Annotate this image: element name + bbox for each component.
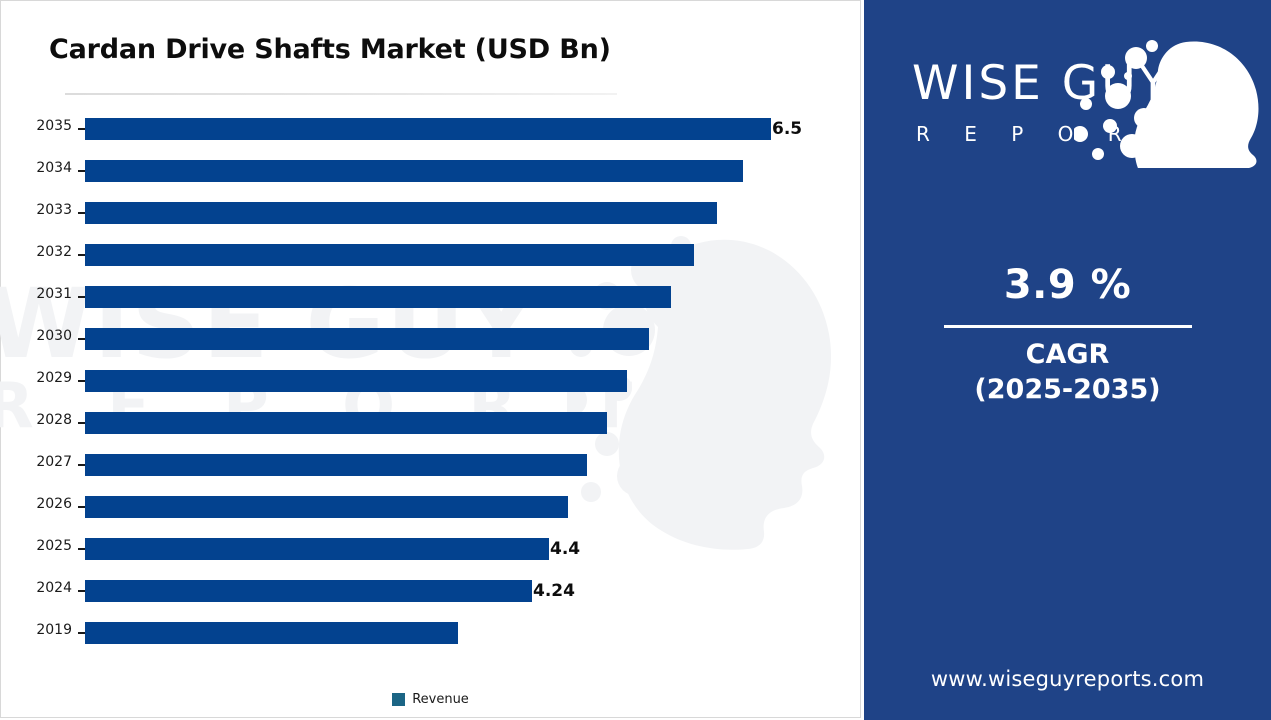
brand-logo: WISE GUY R E P O R T S	[874, 40, 1264, 168]
bar-row: 2032	[0, 244, 861, 266]
website-url: www.wiseguyreports.com	[930, 667, 1205, 691]
y-axis-tick-label: 2025	[36, 538, 72, 554]
bar-2026[interactable]	[85, 496, 568, 518]
y-axis-tick-label: 2028	[36, 412, 72, 428]
y-axis-tick-label: 2027	[36, 454, 72, 470]
bar-value-label: 6.5	[772, 119, 803, 139]
y-axis-tick-label: 2032	[36, 244, 72, 260]
y-axis-tick-mark	[78, 296, 85, 298]
bar-row: 2031	[0, 286, 861, 308]
y-axis-tick-label: 2034	[36, 160, 72, 176]
logo-text-primary: WISE GUY	[912, 56, 1171, 111]
bar-row: 2027	[0, 454, 861, 476]
y-axis-tick-mark	[78, 464, 85, 466]
bar-2034[interactable]	[85, 160, 743, 182]
chart-legend: Revenue	[0, 692, 861, 707]
plot-area: 2035 6.5 2034 2033 2032 2031 2030 2029 2028 2027 2…	[0, 118, 861, 644]
legend-swatch-revenue	[392, 693, 406, 706]
bar-2035[interactable]	[85, 118, 771, 140]
bar-row: 2025 4.4	[0, 538, 861, 560]
y-axis-tick-label: 2033	[36, 202, 72, 218]
bar-2024[interactable]	[85, 580, 532, 602]
legend-label-revenue: Revenue	[412, 692, 469, 707]
cagr-label: CAGR (2025-2035)	[864, 338, 1271, 407]
y-axis-tick-mark	[78, 212, 85, 214]
y-axis-tick-mark	[78, 590, 85, 592]
y-axis-tick-label: 2030	[36, 328, 72, 344]
bar-2027[interactable]	[85, 454, 587, 476]
y-axis-tick-mark	[78, 422, 85, 424]
bar-2028[interactable]	[85, 412, 607, 434]
bar-value-label: 4.4	[550, 539, 581, 559]
title-divider	[65, 93, 617, 95]
bar-2019[interactable]	[85, 622, 458, 644]
cagr-divider	[944, 325, 1192, 328]
bar-2030[interactable]	[85, 328, 649, 350]
bar-2031[interactable]	[85, 286, 671, 308]
y-axis-tick-label: 2026	[36, 496, 72, 512]
bar-2033[interactable]	[85, 202, 717, 224]
bar-row: 2035 6.5	[0, 118, 861, 140]
bar-row: 2034	[0, 160, 861, 182]
y-axis-tick-mark	[78, 170, 85, 172]
bar-row: 2030	[0, 328, 861, 350]
bar-row: 2026	[0, 496, 861, 518]
bar-2029[interactable]	[85, 370, 627, 392]
y-axis-tick-mark	[78, 548, 85, 550]
bar-2025[interactable]	[85, 538, 549, 560]
y-axis-tick-label: 2019	[36, 622, 72, 638]
y-axis-tick-mark	[78, 632, 85, 634]
y-axis-tick-mark	[78, 506, 85, 508]
y-axis-tick-mark	[78, 380, 85, 382]
bar-value-label: 4.24	[533, 581, 575, 601]
y-axis-tick-label: 2029	[36, 370, 72, 386]
cagr-label-line2: (2025-2035)	[974, 373, 1161, 405]
y-axis-tick-mark	[78, 128, 85, 130]
bar-row: 2028	[0, 412, 861, 434]
bar-row: 2019	[0, 622, 861, 644]
bar-row: 2033	[0, 202, 861, 224]
y-axis-tick-mark	[78, 338, 85, 340]
bar-row: 2024 4.24	[0, 580, 861, 602]
y-axis-tick-label: 2031	[36, 286, 72, 302]
logo-head-icon	[1074, 40, 1259, 168]
logo-text-secondary: R E P O R T S	[916, 122, 1230, 146]
bar-row: 2029	[0, 370, 861, 392]
y-axis-tick-label: 2024	[36, 580, 72, 596]
y-axis-tick-mark	[78, 254, 85, 256]
cagr-label-line1: CAGR	[1025, 339, 1110, 370]
chart-panel: WISE GUY R E P O R T S	[0, 0, 861, 718]
cagr-value: 3.9 %	[1003, 262, 1132, 308]
brand-panel: WISE GUY R E P O R T S 3.9 % CAGR (2025-…	[864, 0, 1271, 720]
bar-2032[interactable]	[85, 244, 694, 266]
y-axis-tick-label: 2035	[36, 118, 72, 134]
page-title: Cardan Drive Shafts Market (USD Bn)	[49, 34, 611, 65]
